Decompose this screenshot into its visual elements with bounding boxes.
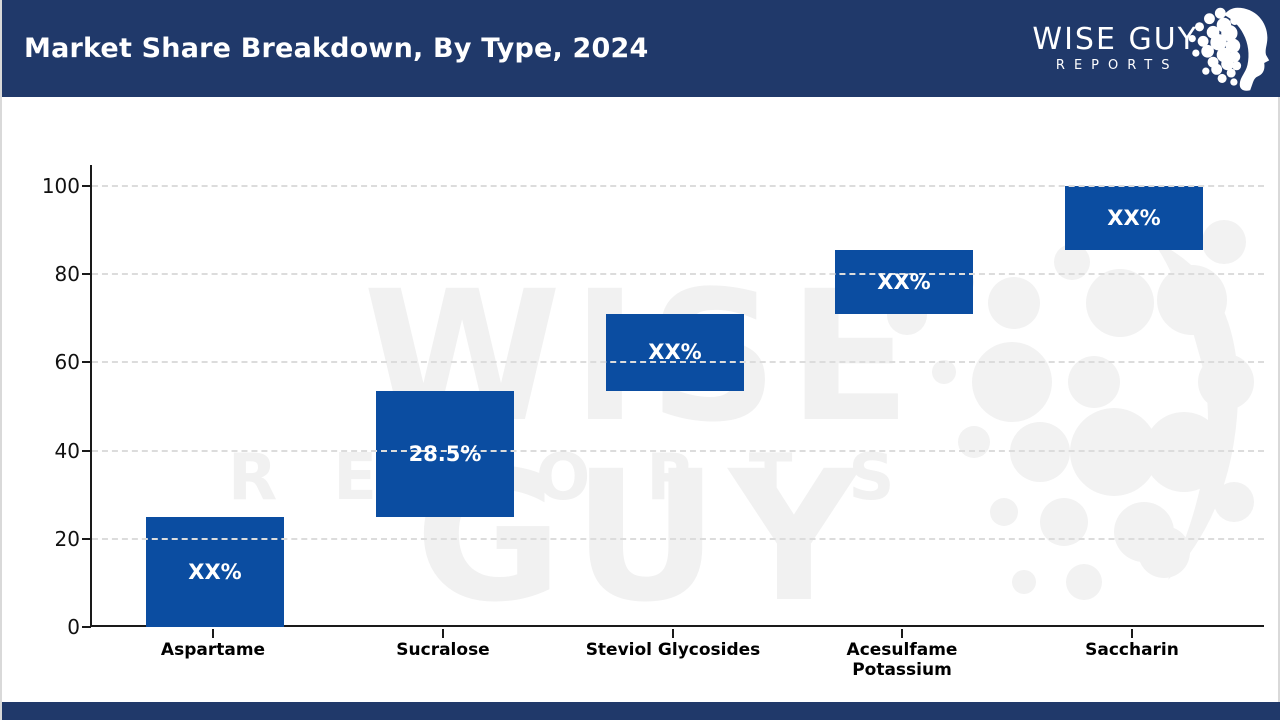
y-axis-tick-label: 80 [54,262,80,287]
gridline [92,537,1264,540]
x-axis-category-label: Steviol Glycosides [585,640,761,660]
y-axis-tick-label: 20 [54,526,80,551]
chart-title: Market Share Breakdown, By Type, 2024 [24,33,649,64]
y-axis-tick-label: 100 [41,174,80,198]
x-axis-category-label: Saccharin [1085,640,1179,660]
x-axis-category-label: Aspartame [160,640,266,660]
header-band: Market Share Breakdown, By Type, 2024 WI… [2,0,1280,97]
wise-guy-logo: WISE GUY REPORTS [1032,6,1280,92]
y-axis-tick-mark [82,537,91,540]
y-axis-tick-mark [82,449,91,452]
gridline [92,273,1264,276]
y-axis-tick-mark [82,273,91,276]
waterfall-bar [606,313,744,392]
y-axis-tick-mark [82,361,91,364]
footer-band [2,702,1280,720]
logo-subtitle: REPORTS [1055,57,1179,73]
gridline [92,361,1264,364]
x-axis-category-label: Sucralose [396,640,490,660]
waterfall-bar [835,249,973,314]
bar-value-label: XX% [188,559,242,584]
bar-value-label: XX% [648,340,702,365]
waterfall-bar [146,516,284,627]
logo-text: WISE GUY REPORTS [1032,21,1198,73]
watermark-text-line2: REPORTS [228,441,951,515]
x-axis-category-label: Acesulfame Potassium [846,640,958,680]
x-axis-tick-mark [1131,629,1133,638]
x-axis-tick-mark [901,629,903,638]
plot-area: XX% 28.5% XX% XX% XX% [90,165,1264,627]
waterfall-bar [1065,186,1203,250]
logo-wordmark: WISE GUY [1032,21,1198,57]
x-axis-tick-mark [212,629,214,638]
y-axis-tick-mark [82,626,91,628]
waterfall-bar [376,391,514,517]
x-axis-tick-mark [442,629,444,638]
bar-value-label: 28.5% [408,441,482,466]
y-axis-tick-mark [82,185,91,187]
gridline [92,449,1264,452]
y-axis-tick-label: 0 [67,615,80,639]
x-axis-tick-mark [672,629,674,638]
gridline [92,185,1264,187]
bar-value-label: XX% [877,269,931,294]
y-axis-tick-label: 40 [54,438,80,463]
logo-face-icon [1188,7,1270,91]
bar-value-label: XX% [1107,205,1161,230]
y-axis-tick-label: 60 [54,350,80,375]
